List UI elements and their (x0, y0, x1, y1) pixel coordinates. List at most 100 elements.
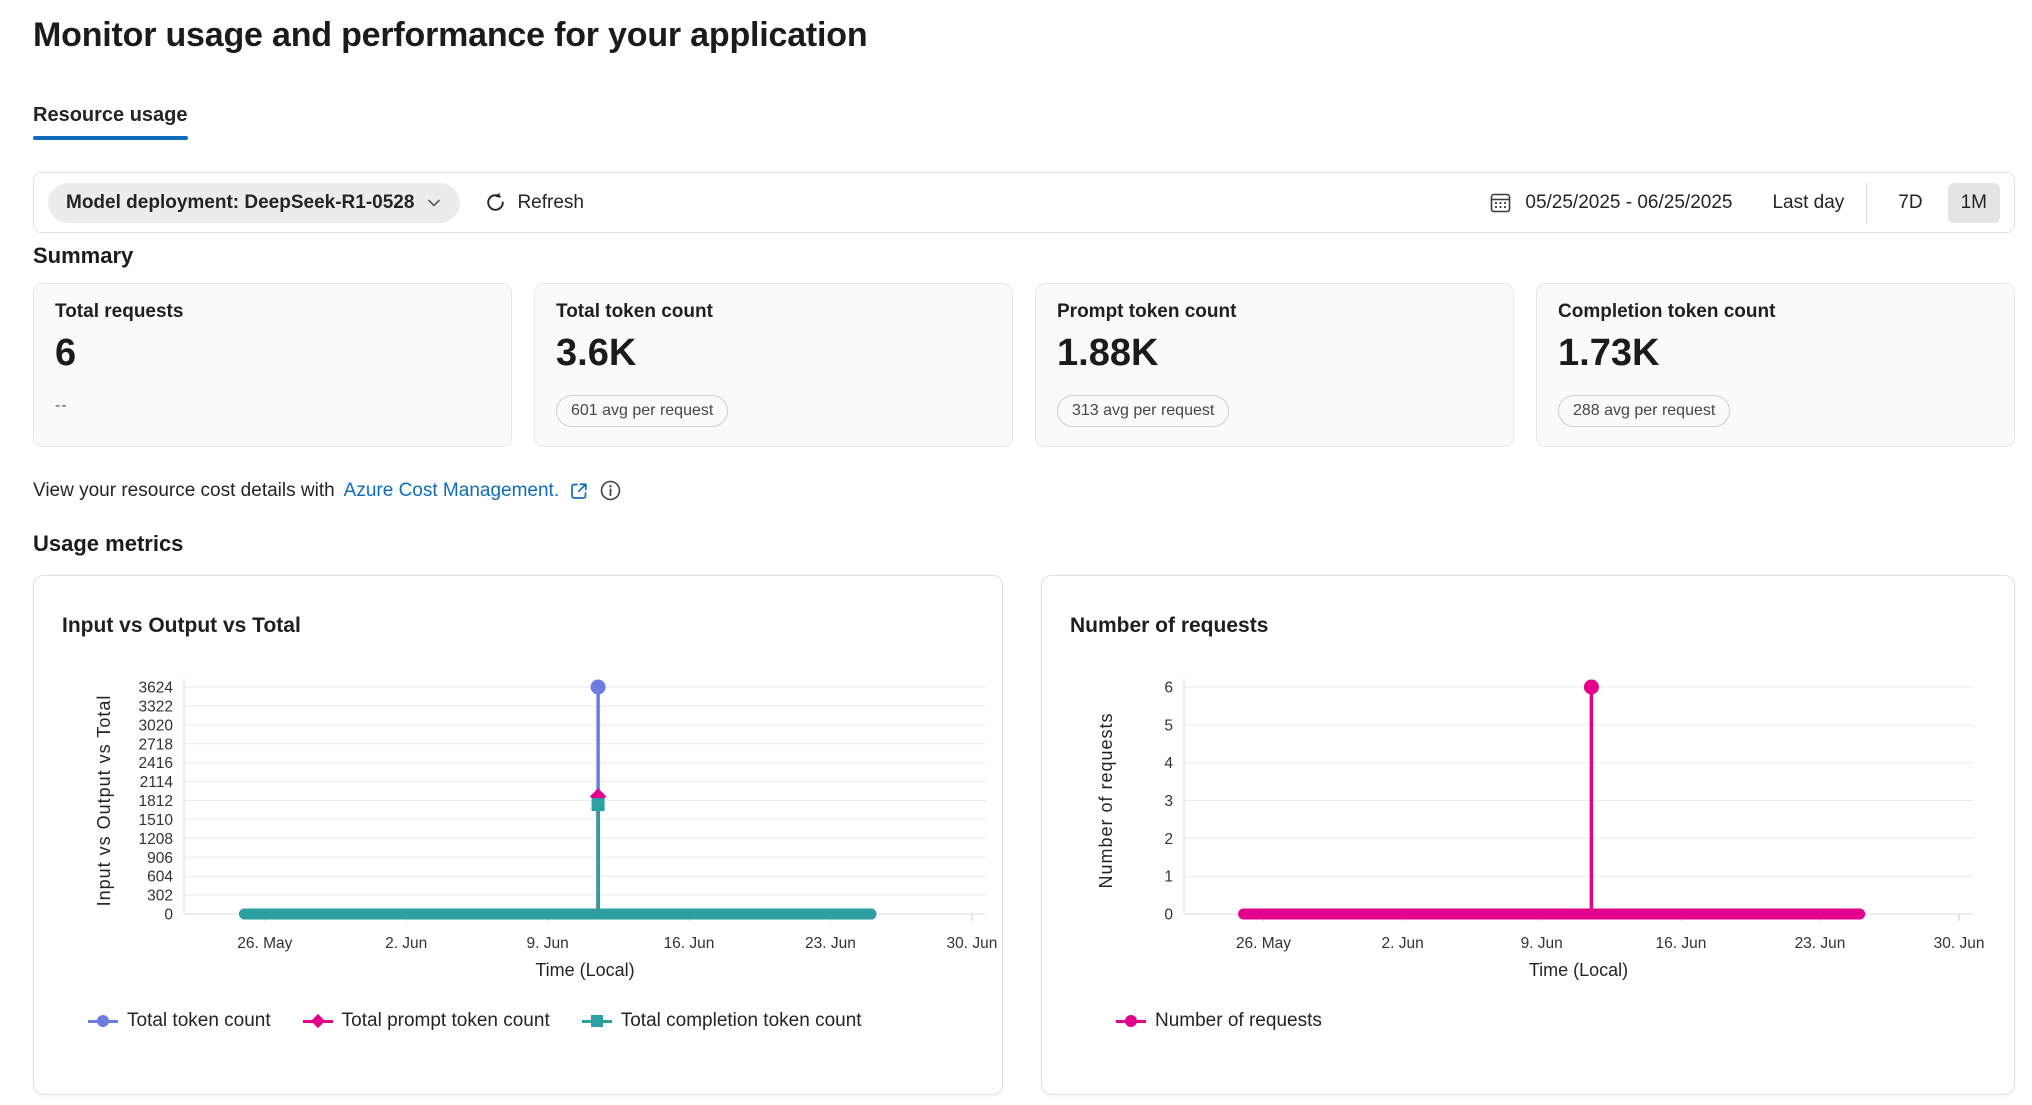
summary-heading: Summary (33, 243, 134, 268)
svg-text:6: 6 (1164, 680, 1173, 697)
prompt-token-count-card: Prompt token count 1.88K 313 avg per req… (1035, 283, 1514, 447)
info-icon[interactable] (599, 479, 622, 502)
svg-text:9. Jun: 9. Jun (526, 935, 568, 952)
svg-text:26. May: 26. May (237, 935, 292, 952)
chart-title: Number of requests (1070, 614, 1269, 637)
number-of-requests-chart[interactable]: 0 1 2 3 4 5 6 26. May 2. Jun 9. Jun 16. Jun 23. Jun… (1042, 634, 2016, 1009)
input-vs-output-vs-total-chart-card: Input vs Output vs Total 0 302 604 906 1208 1… (33, 575, 1003, 1095)
model-deployment-dropdown[interactable]: Model deployment: DeepSeek-R1-0528 (48, 182, 461, 223)
last-day-button[interactable]: Last day (1772, 191, 1845, 213)
cost-details-text: View your resource cost details with (33, 479, 335, 501)
svg-text:0: 0 (164, 907, 173, 924)
total-requests-card: Total requests 6 -- (33, 283, 512, 447)
avg-per-request-badge: 288 avg per request (1558, 395, 1731, 427)
legend-label: Total token count (127, 1010, 271, 1031)
range-7d-button[interactable]: 7D (1898, 191, 1923, 213)
card-value: 1.88K (1057, 332, 1159, 374)
total-token-count-card: Total token count 3.6K 601 avg per reque… (534, 283, 1013, 447)
range-1m-button[interactable]: 1M (1947, 182, 2000, 223)
page-title: Monitor usage and performance for your a… (33, 16, 868, 54)
card-value: 3.6K (556, 332, 637, 374)
refresh-label: Refresh (517, 191, 584, 213)
date-range-label: 05/25/2025 - 06/25/2025 (1525, 191, 1733, 213)
toolbar-divider (1866, 182, 1868, 223)
svg-text:3624: 3624 (139, 680, 174, 697)
svg-text:9. Jun: 9. Jun (1521, 935, 1563, 952)
svg-text:906: 906 (147, 850, 173, 867)
cost-details-line: View your resource cost details with Azu… (33, 479, 622, 502)
svg-text:Time (Local): Time (Local) (1529, 960, 1628, 980)
toolbar: Model deployment: DeepSeek-R1-0528 Refre… (33, 172, 2015, 233)
svg-text:4: 4 (1164, 755, 1173, 772)
svg-text:Input vs Output vs Total: Input vs Output vs Total (94, 695, 114, 907)
date-range-picker[interactable]: 05/25/2025 - 06/25/2025 (1488, 190, 1732, 215)
circle-legend-marker-icon (1116, 1013, 1146, 1029)
legend-item-total-completion-token-count[interactable]: Total completion token count (581, 1010, 862, 1032)
avg-per-request-badge: 601 avg per request (556, 395, 729, 427)
svg-text:2114: 2114 (140, 774, 174, 791)
card-title: Total token count (556, 301, 713, 322)
number-of-requests-chart-card: Number of requests 0 1 2 3 4 5 6 26. May 2. Jun 9… (1041, 575, 2015, 1095)
usage-metrics-heading: Usage metrics (33, 531, 184, 556)
svg-text:0: 0 (1164, 907, 1173, 924)
legend-item-total-prompt-token-count[interactable]: Total prompt token count (302, 1010, 550, 1032)
svg-text:30. Jun: 30. Jun (1934, 935, 1985, 952)
legend-label: Total completion token count (620, 1010, 862, 1031)
svg-text:1510: 1510 (139, 812, 174, 829)
card-title: Prompt token count (1057, 301, 1237, 322)
svg-text:2416: 2416 (139, 755, 173, 772)
svg-text:1812: 1812 (139, 793, 173, 810)
chart-title: Input vs Output vs Total (62, 614, 301, 637)
legend-item-total-token-count[interactable]: Total token count (88, 1010, 271, 1032)
legend-item-number-of-requests[interactable]: Number of requests (1116, 1010, 1322, 1032)
summary-cards: Total requests 6 -- Total token count 3.… (33, 283, 2015, 447)
card-title: Completion token count (1558, 301, 1776, 322)
svg-text:5: 5 (1164, 717, 1173, 734)
svg-text:2. Jun: 2. Jun (1381, 935, 1423, 952)
card-title: Total requests (55, 301, 184, 322)
refresh-icon (484, 191, 507, 214)
svg-text:302: 302 (147, 888, 173, 905)
svg-text:Time (Local): Time (Local) (535, 960, 634, 980)
refresh-button[interactable]: Refresh (484, 191, 584, 214)
svg-text:604: 604 (147, 869, 173, 886)
svg-text:1208: 1208 (139, 831, 173, 848)
legend-label: Number of requests (1155, 1010, 1322, 1031)
svg-text:3322: 3322 (139, 698, 173, 715)
svg-text:3: 3 (1164, 793, 1173, 810)
external-link-icon[interactable] (568, 480, 590, 502)
input-vs-output-vs-total-legend: Total token count Total prompt token coun… (88, 1010, 862, 1032)
azure-cost-management-link[interactable]: Azure Cost Management. (343, 479, 560, 501)
toolbar-right: 05/25/2025 - 06/25/2025 Last day 7D 1M (1488, 182, 2000, 223)
model-deployment-dropdown-label: Model deployment: DeepSeek-R1-0528 (66, 191, 415, 213)
tab-resource-usage[interactable]: Resource usage (33, 104, 188, 140)
tab-resource-usage-label: Resource usage (33, 104, 188, 126)
diamond-legend-marker-icon (302, 1013, 333, 1029)
svg-text:30. Jun: 30. Jun (946, 935, 997, 952)
circle-legend-marker-icon (88, 1013, 118, 1029)
svg-text:23. Jun: 23. Jun (1795, 935, 1846, 952)
svg-text:2. Jun: 2. Jun (385, 935, 427, 952)
svg-text:Number of requests: Number of requests (1096, 712, 1116, 888)
card-sub-value: -- (55, 397, 68, 414)
card-value: 6 (55, 332, 77, 374)
svg-text:16. Jun: 16. Jun (1655, 935, 1706, 952)
card-value: 1.73K (1558, 332, 1660, 374)
svg-text:26. May: 26. May (1236, 935, 1291, 952)
calendar-icon (1488, 190, 1513, 215)
square-legend-marker-icon (581, 1013, 612, 1029)
tab-active-underline (33, 136, 188, 140)
svg-text:23. Jun: 23. Jun (805, 935, 856, 952)
svg-text:1: 1 (1164, 869, 1173, 886)
input-vs-output-vs-total-chart[interactable]: 0 302 604 906 1208 1510 1812 2114 2416 2718 3020 33… (34, 634, 1004, 1009)
svg-text:16. Jun: 16. Jun (664, 935, 715, 952)
avg-per-request-badge: 313 avg per request (1057, 395, 1230, 427)
svg-text:3020: 3020 (139, 717, 174, 734)
chevron-down-icon (426, 195, 442, 211)
svg-text:2718: 2718 (139, 736, 173, 753)
completion-token-count-card: Completion token count 1.73K 288 avg per… (1536, 283, 2015, 447)
legend-label: Total prompt token count (341, 1010, 550, 1031)
number-of-requests-legend: Number of requests (1116, 1010, 1322, 1032)
svg-text:2: 2 (1164, 831, 1173, 848)
